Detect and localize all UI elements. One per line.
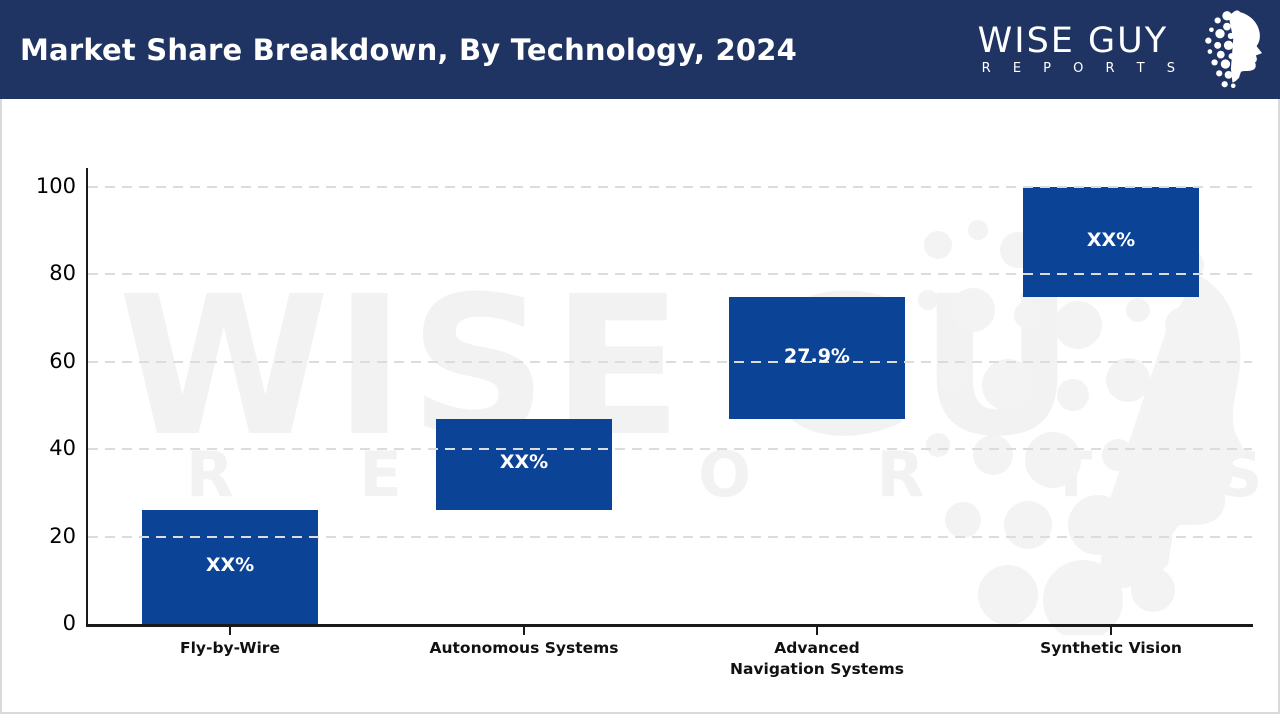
x-category-label: Synthetic Vision	[1040, 639, 1182, 657]
x-category-label: Fly-by-Wire	[180, 639, 280, 657]
x-tick-mark	[816, 627, 818, 635]
gridline	[88, 448, 1252, 451]
bar-segment	[436, 418, 612, 511]
bar-segment	[729, 296, 905, 419]
brand-subname: R E P O R T S	[981, 61, 1184, 76]
bar-segment	[1023, 187, 1199, 297]
bar-value-label: XX%	[1086, 228, 1136, 251]
x-axis-line	[86, 624, 1253, 627]
y-tick-label: 100	[35, 174, 76, 198]
x-category-label: Advanced Navigation Systems	[730, 639, 904, 678]
bar-value-label: XX%	[205, 554, 255, 577]
y-tick-label: 20	[49, 523, 76, 548]
brand-name: WISE GUY	[977, 21, 1169, 61]
bar-value-label: XX%	[499, 451, 549, 474]
x-tick-mark	[229, 627, 231, 635]
header: Market Share Breakdown, By Technology, 2…	[0, 0, 1280, 99]
gridline	[88, 535, 1252, 538]
gridline	[88, 273, 1252, 276]
watermark-text-small: R E P O R T S	[186, 438, 1280, 511]
x-tick-mark	[523, 627, 525, 635]
head-profile-icon	[1205, 9, 1262, 88]
gridline	[88, 360, 1252, 363]
bar-segment	[142, 510, 318, 624]
y-tick-label: 0	[62, 611, 76, 635]
brand-logo: WISE GUY R E P O R T S	[978, 8, 1280, 92]
y-tick-label: 80	[49, 261, 76, 286]
y-tick-label: 40	[49, 436, 76, 461]
y-axis-line	[86, 168, 88, 626]
bar-value-label: 27.9%	[784, 344, 850, 367]
x-category-label: Autonomous Systems	[429, 639, 619, 657]
gridline	[88, 186, 1252, 188]
page-title: Market Share Breakdown, By Technology, 2…	[20, 32, 798, 67]
x-tick-mark	[1110, 627, 1112, 635]
brand-logo-text: WISE GUY R E P O R T S	[977, 21, 1184, 76]
y-tick-label: 60	[49, 348, 76, 373]
